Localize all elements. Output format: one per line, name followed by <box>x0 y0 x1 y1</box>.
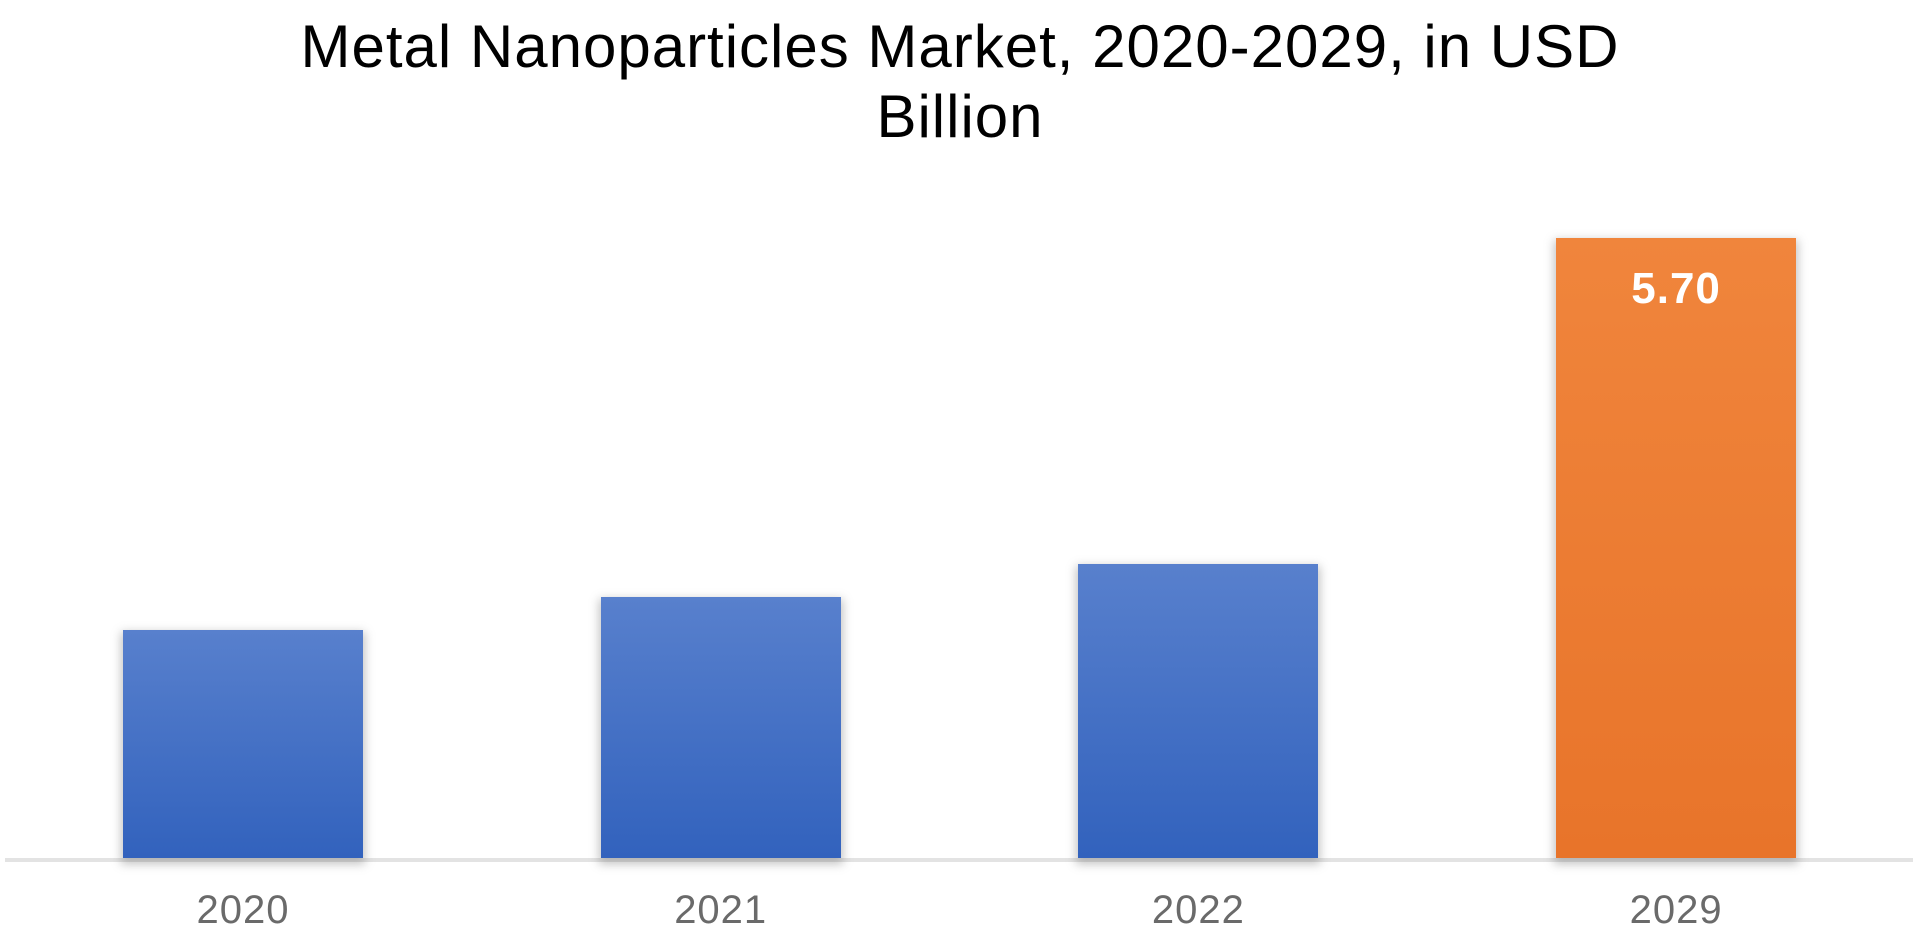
x-tick-label-2021: 2021 <box>674 888 768 932</box>
chart-title-line-1: Metal Nanoparticles Market, 2020-2029, i… <box>300 13 1620 80</box>
bar-2020 <box>123 630 363 858</box>
bar-2021 <box>600 597 841 858</box>
x-axis-line <box>5 858 1913 862</box>
chart-title: Metal Nanoparticles Market, 2020-2029, i… <box>0 12 1920 152</box>
bar-value-label-2029: 5.70 <box>1631 264 1721 313</box>
bar-2022 <box>1078 564 1319 858</box>
bar-2029: 5.70 <box>1556 238 1797 858</box>
chart-title-line-2: Billion <box>876 83 1044 150</box>
x-tick-label-2020: 2020 <box>196 888 290 932</box>
x-tick-label-2022: 2022 <box>1151 888 1245 932</box>
x-tick-label-2029: 2029 <box>1629 888 1723 932</box>
